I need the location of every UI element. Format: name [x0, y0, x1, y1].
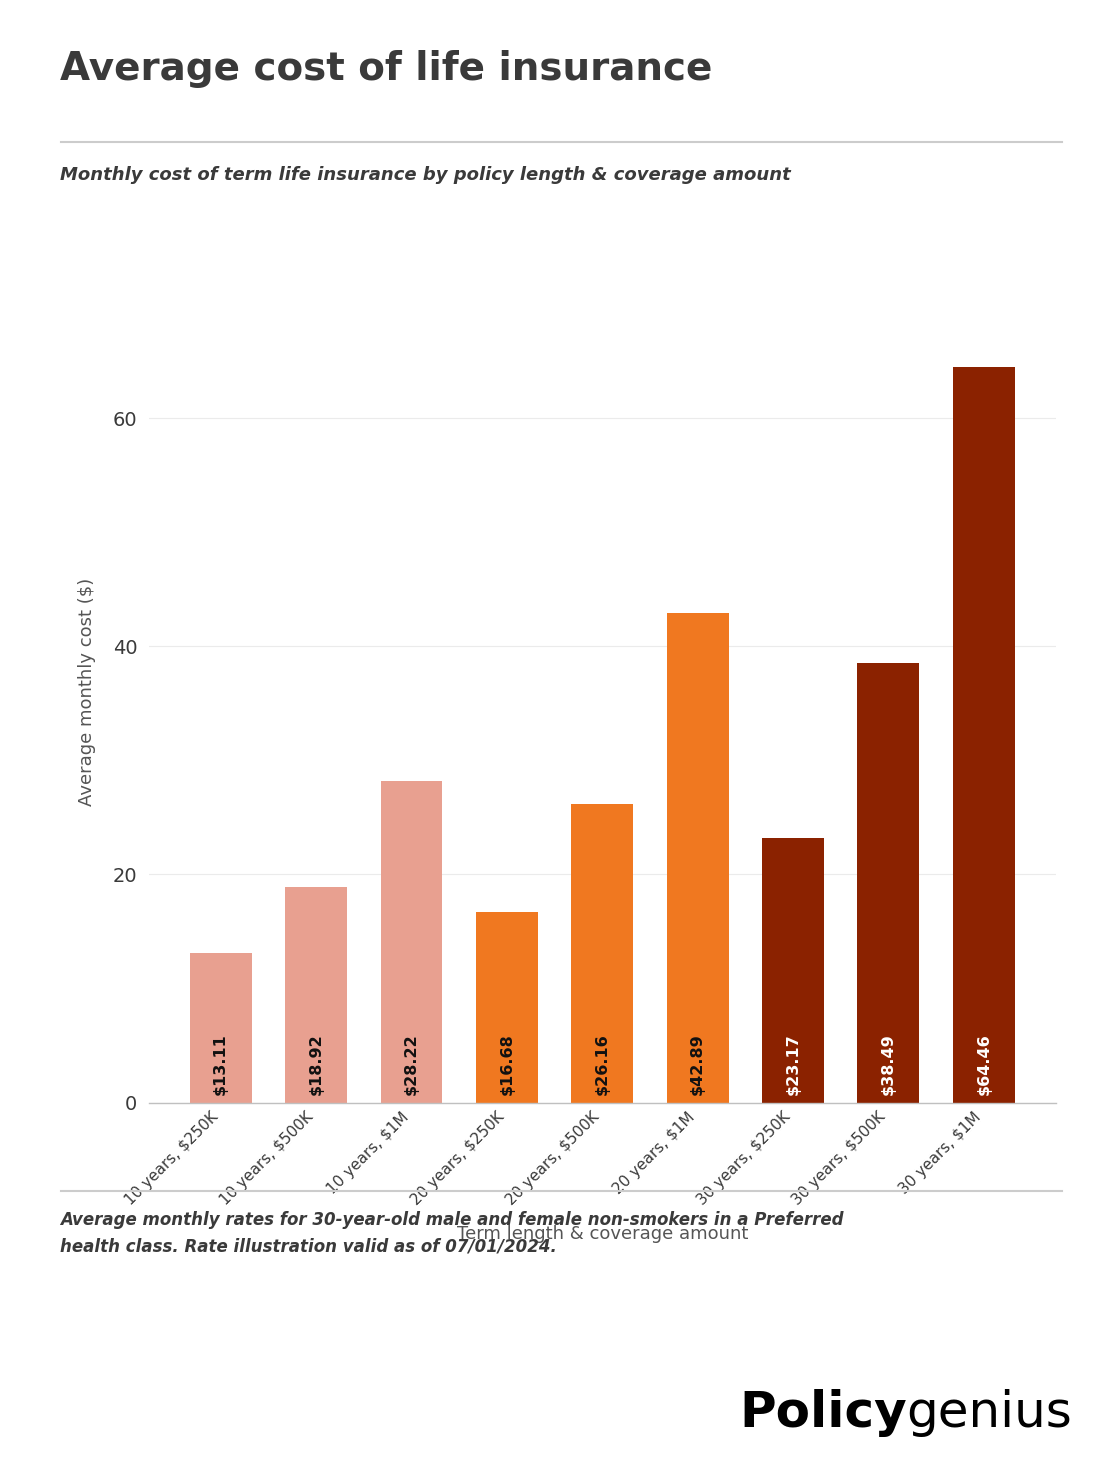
Text: $18.92: $18.92 [309, 1033, 323, 1095]
Text: genius: genius [906, 1388, 1072, 1437]
Text: $38.49: $38.49 [881, 1033, 895, 1095]
Text: $64.46: $64.46 [977, 1033, 991, 1095]
Text: Monthly cost of term life insurance by policy length & coverage amount: Monthly cost of term life insurance by p… [60, 166, 791, 184]
Text: $26.16: $26.16 [595, 1033, 609, 1095]
Text: $42.89: $42.89 [690, 1033, 705, 1095]
Y-axis label: Average monthly cost ($): Average monthly cost ($) [78, 577, 96, 807]
Bar [476, 912, 538, 1103]
Text: $28.22: $28.22 [404, 1033, 419, 1095]
Bar [285, 887, 348, 1103]
Text: $23.17: $23.17 [785, 1033, 801, 1095]
Text: Policy: Policy [739, 1388, 906, 1437]
Bar [953, 367, 1014, 1103]
Text: $13.11: $13.11 [213, 1033, 228, 1095]
X-axis label: Term length & coverage amount: Term length & coverage amount [456, 1225, 748, 1243]
Text: $16.68: $16.68 [499, 1033, 515, 1095]
Bar [857, 663, 920, 1103]
Bar [189, 953, 252, 1103]
Text: Average monthly rates for 30-year-old male and female non-smokers in a Preferred: Average monthly rates for 30-year-old ma… [60, 1211, 844, 1255]
Bar [381, 780, 442, 1103]
Text: Average cost of life insurance: Average cost of life insurance [60, 50, 713, 89]
Bar [667, 613, 728, 1103]
Bar [762, 838, 824, 1103]
Bar [571, 804, 634, 1103]
